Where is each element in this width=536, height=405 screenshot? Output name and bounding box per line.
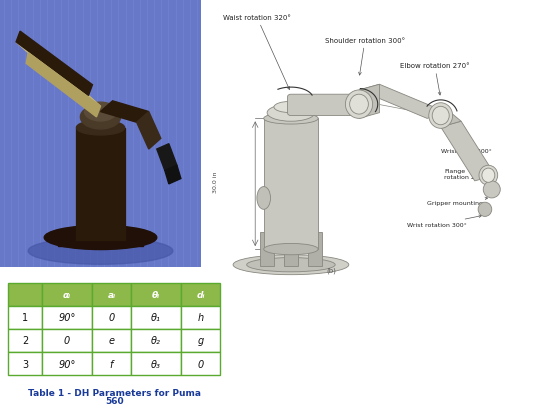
Bar xyxy=(181,352,220,375)
Ellipse shape xyxy=(257,187,271,210)
Bar xyxy=(92,352,131,375)
Ellipse shape xyxy=(349,98,369,114)
Text: Shoulder rotation 300°: Shoulder rotation 300° xyxy=(325,38,405,76)
Text: aᵢ: aᵢ xyxy=(107,290,116,299)
Bar xyxy=(181,329,220,352)
Bar xyxy=(58,232,143,246)
Text: θ₃: θ₃ xyxy=(151,359,161,369)
Text: αᵢ: αᵢ xyxy=(63,290,71,299)
Text: 30.0 in: 30.0 in xyxy=(213,171,218,192)
Text: θ₁: θ₁ xyxy=(151,313,161,322)
Ellipse shape xyxy=(478,203,492,217)
Ellipse shape xyxy=(483,181,500,198)
Polygon shape xyxy=(101,102,149,123)
Bar xyxy=(92,329,131,352)
Bar xyxy=(92,306,131,329)
Ellipse shape xyxy=(247,258,335,272)
Text: 0: 0 xyxy=(108,313,115,322)
Ellipse shape xyxy=(429,104,452,129)
Ellipse shape xyxy=(432,107,449,126)
Text: g: g xyxy=(198,336,204,345)
Ellipse shape xyxy=(479,166,498,185)
Bar xyxy=(181,306,220,329)
Text: Gripper mounting: Gripper mounting xyxy=(427,198,488,205)
Text: θ₂: θ₂ xyxy=(151,336,161,345)
Polygon shape xyxy=(137,112,161,150)
Polygon shape xyxy=(359,85,379,119)
Text: 17.0 in: 17.0 in xyxy=(451,138,472,143)
Bar xyxy=(9,352,42,375)
Bar xyxy=(42,329,92,352)
Bar xyxy=(131,352,181,375)
Bar xyxy=(9,283,42,306)
Ellipse shape xyxy=(233,255,349,275)
Bar xyxy=(9,306,42,329)
Bar xyxy=(264,119,318,249)
Bar xyxy=(131,329,181,352)
Polygon shape xyxy=(359,85,448,119)
Text: 90°: 90° xyxy=(58,313,76,322)
Bar xyxy=(9,329,42,352)
Ellipse shape xyxy=(264,244,318,255)
Text: Wrist rotation 300°: Wrist rotation 300° xyxy=(407,215,481,228)
Text: 2: 2 xyxy=(22,336,28,345)
Bar xyxy=(131,306,181,329)
Bar xyxy=(284,232,298,266)
Text: 560: 560 xyxy=(105,396,124,405)
Bar xyxy=(260,232,274,266)
Ellipse shape xyxy=(274,102,308,113)
Text: dᵢ: dᵢ xyxy=(196,290,205,299)
Polygon shape xyxy=(16,43,101,107)
Bar xyxy=(42,306,92,329)
Text: 90°: 90° xyxy=(58,359,76,369)
Polygon shape xyxy=(441,122,495,181)
Bar xyxy=(308,232,322,266)
Text: 3: 3 xyxy=(22,359,28,369)
Text: 0: 0 xyxy=(64,336,70,345)
Polygon shape xyxy=(16,32,93,96)
Ellipse shape xyxy=(349,95,368,115)
Text: f: f xyxy=(110,359,113,369)
Ellipse shape xyxy=(267,105,315,122)
Bar xyxy=(131,283,181,306)
Polygon shape xyxy=(441,105,461,128)
Text: e: e xyxy=(108,336,115,345)
Text: θᵢ: θᵢ xyxy=(152,290,160,299)
Bar xyxy=(76,128,124,241)
Polygon shape xyxy=(157,144,177,171)
Text: h: h xyxy=(198,313,204,322)
Text: Table 1 - DH Parameters for Puma: Table 1 - DH Parameters for Puma xyxy=(28,388,201,396)
Polygon shape xyxy=(26,53,101,117)
Ellipse shape xyxy=(44,226,157,250)
Text: Flange
rotation 270°: Flange rotation 270° xyxy=(444,169,491,184)
Ellipse shape xyxy=(28,238,173,264)
Bar xyxy=(42,283,92,306)
Text: 17.0 in: 17.0 in xyxy=(379,92,401,97)
Bar xyxy=(92,283,131,306)
FancyBboxPatch shape xyxy=(287,95,362,116)
Text: Elbow rotation 270°: Elbow rotation 270° xyxy=(400,63,470,96)
Text: Wrist bend 200°: Wrist bend 200° xyxy=(441,149,492,163)
Ellipse shape xyxy=(76,121,124,136)
Ellipse shape xyxy=(80,106,121,130)
Ellipse shape xyxy=(345,91,373,119)
Text: Waist rotation 320°: Waist rotation 320° xyxy=(223,15,291,90)
Text: (b): (b) xyxy=(327,267,337,274)
Bar xyxy=(181,283,220,306)
Ellipse shape xyxy=(85,103,117,122)
Text: 0: 0 xyxy=(198,359,204,369)
Polygon shape xyxy=(165,166,181,184)
Bar xyxy=(42,352,92,375)
Ellipse shape xyxy=(482,168,495,183)
Text: 1: 1 xyxy=(22,313,28,322)
Ellipse shape xyxy=(264,113,318,125)
